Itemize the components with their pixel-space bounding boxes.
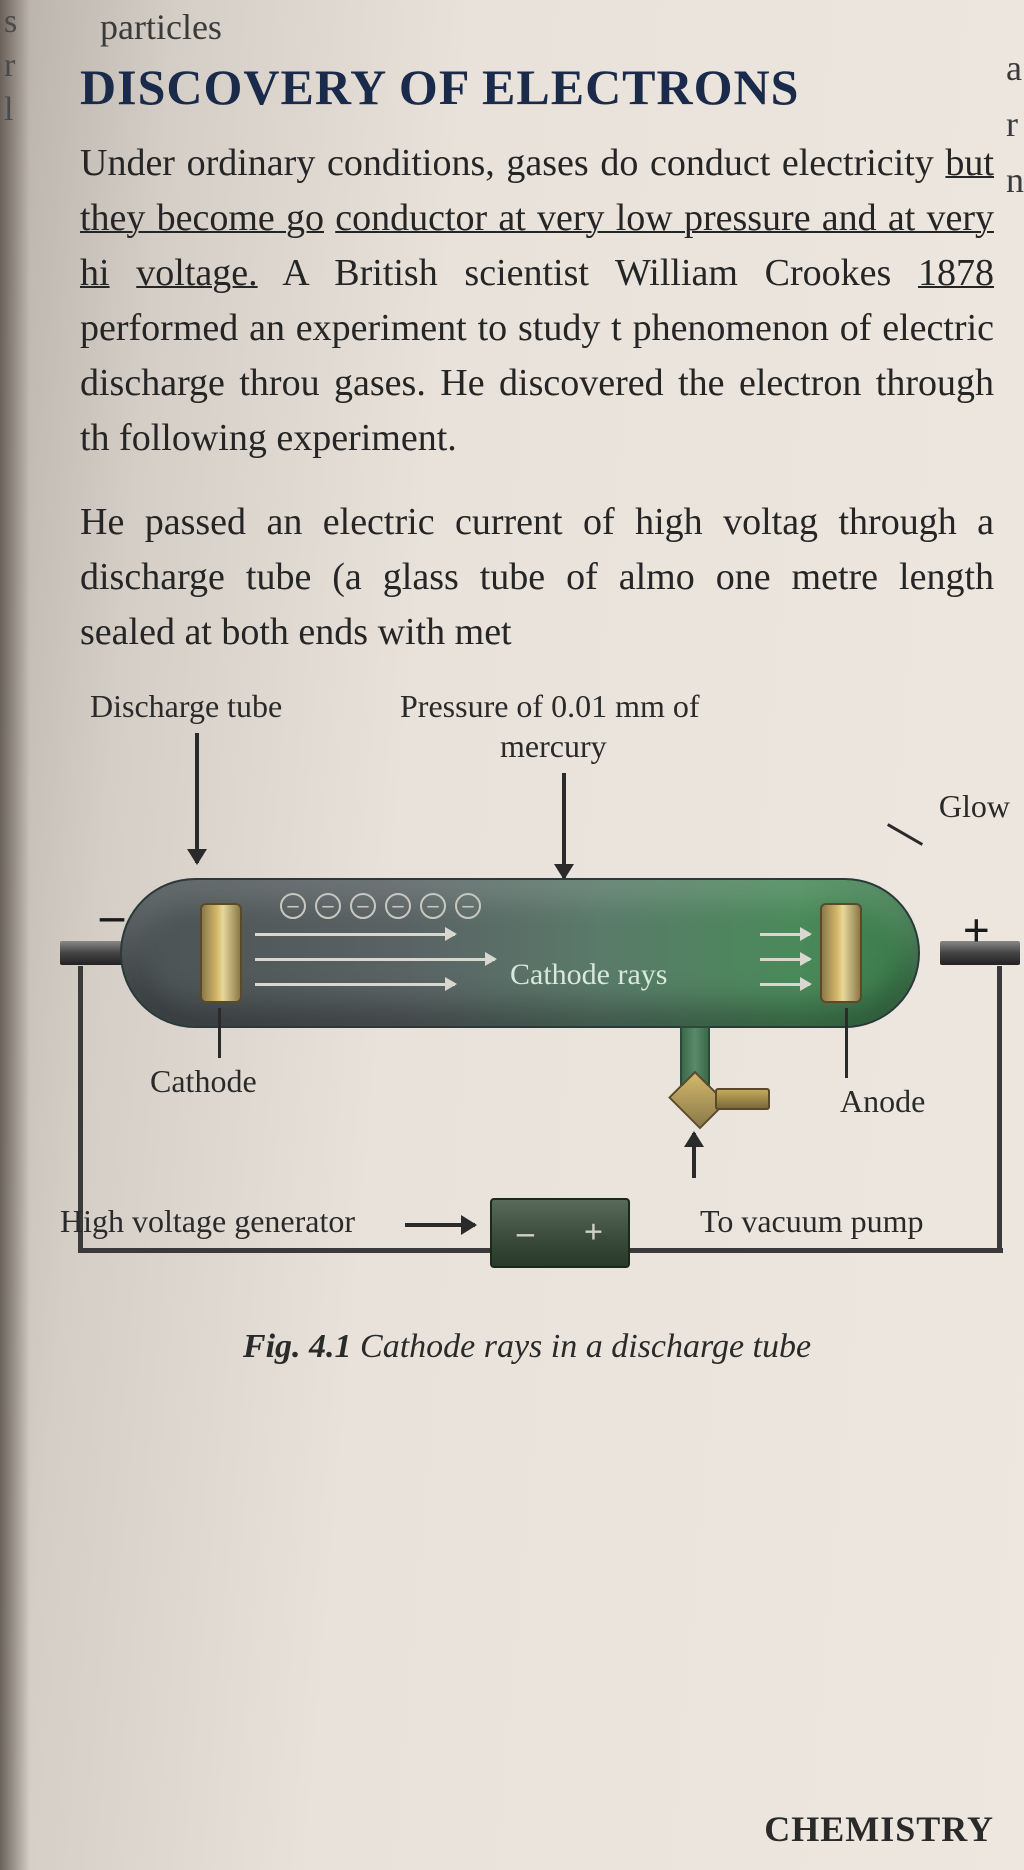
paragraph-1: Under ordinary conditions, gases do cond… — [60, 136, 994, 467]
label-cathode-rays: Cathode rays — [510, 958, 667, 992]
label-glow: Glow — [939, 788, 1010, 825]
ray-arrow — [760, 958, 810, 961]
arrow-icon — [195, 733, 199, 863]
label-hv-generator: High voltage generator — [60, 1203, 355, 1240]
wire — [628, 1248, 1003, 1253]
anode-plate — [820, 903, 862, 1003]
wire — [78, 1248, 493, 1253]
underlined-text: 1878 — [918, 252, 994, 294]
valve-handle — [715, 1088, 770, 1110]
figure-number: Fig. 4.1 — [243, 1328, 352, 1365]
cathode-ray-diagram: Discharge tube Pressure of 0.01 mm of me… — [60, 688, 1020, 1308]
label-cathode: Cathode — [150, 1063, 257, 1100]
pointer-line — [845, 1008, 848, 1078]
label-pressure-line1: Pressure of 0.01 mm of — [400, 688, 700, 725]
wire — [997, 966, 1002, 1251]
figure-caption-text: Cathode rays in a discharge tube — [352, 1328, 812, 1365]
text: performed an experiment to study t pheno… — [80, 307, 994, 459]
charge-icon: – — [350, 893, 376, 919]
label-anode: Anode — [840, 1083, 925, 1120]
ray-arrow — [255, 933, 455, 936]
text — [324, 197, 335, 239]
charge-icon: – — [420, 893, 446, 919]
hv-generator: – + — [490, 1198, 630, 1268]
pointer-line — [218, 1008, 221, 1058]
plus-sign: + — [963, 903, 990, 958]
figure-caption: Fig. 4.1 Cathode rays in a discharge tub… — [60, 1328, 994, 1366]
label-discharge-tube: Discharge tube — [90, 688, 282, 725]
generator-minus: – — [517, 1214, 534, 1252]
arrow-icon — [562, 773, 566, 878]
prev-line-fragment: particles — [60, 0, 994, 48]
vacuum-valve — [655, 1073, 775, 1123]
text: A British scientist William Crookes — [258, 252, 918, 294]
text — [110, 252, 137, 294]
label-pressure-line2: mercury — [500, 728, 607, 765]
cathode-plate — [200, 903, 242, 1003]
section-heading: DISCOVERY OF ELECTRONS — [60, 58, 994, 116]
ray-arrow — [760, 983, 810, 986]
minus-sign: – — [100, 888, 124, 943]
arrow-icon — [405, 1223, 475, 1227]
ray-arrow — [255, 983, 455, 986]
ray-arrow — [760, 933, 810, 936]
charge-icon: – — [455, 893, 481, 919]
label-vacuum-pump: To vacuum pump — [700, 1203, 924, 1240]
text: conduct electricity — [650, 142, 945, 184]
charge-icon: – — [280, 893, 306, 919]
ray-arrow — [255, 958, 495, 961]
pointer-line — [887, 823, 923, 846]
right-margin-fragment: a r n — [1006, 40, 1024, 208]
chapter-footer: CHEMISTRY — [764, 1808, 994, 1850]
paragraph-2: He passed an electric current of high vo… — [60, 495, 994, 660]
arrow-icon — [692, 1133, 696, 1178]
left-margin-fragment: s r l — [4, 0, 17, 133]
generator-plus: + — [584, 1214, 603, 1252]
underlined-text: voltage. — [136, 252, 257, 294]
text: Under ordinary conditions, gases do — [80, 142, 650, 184]
charge-icon: – — [315, 893, 341, 919]
charge-icon: – — [385, 893, 411, 919]
page-shadow — [0, 0, 30, 1870]
